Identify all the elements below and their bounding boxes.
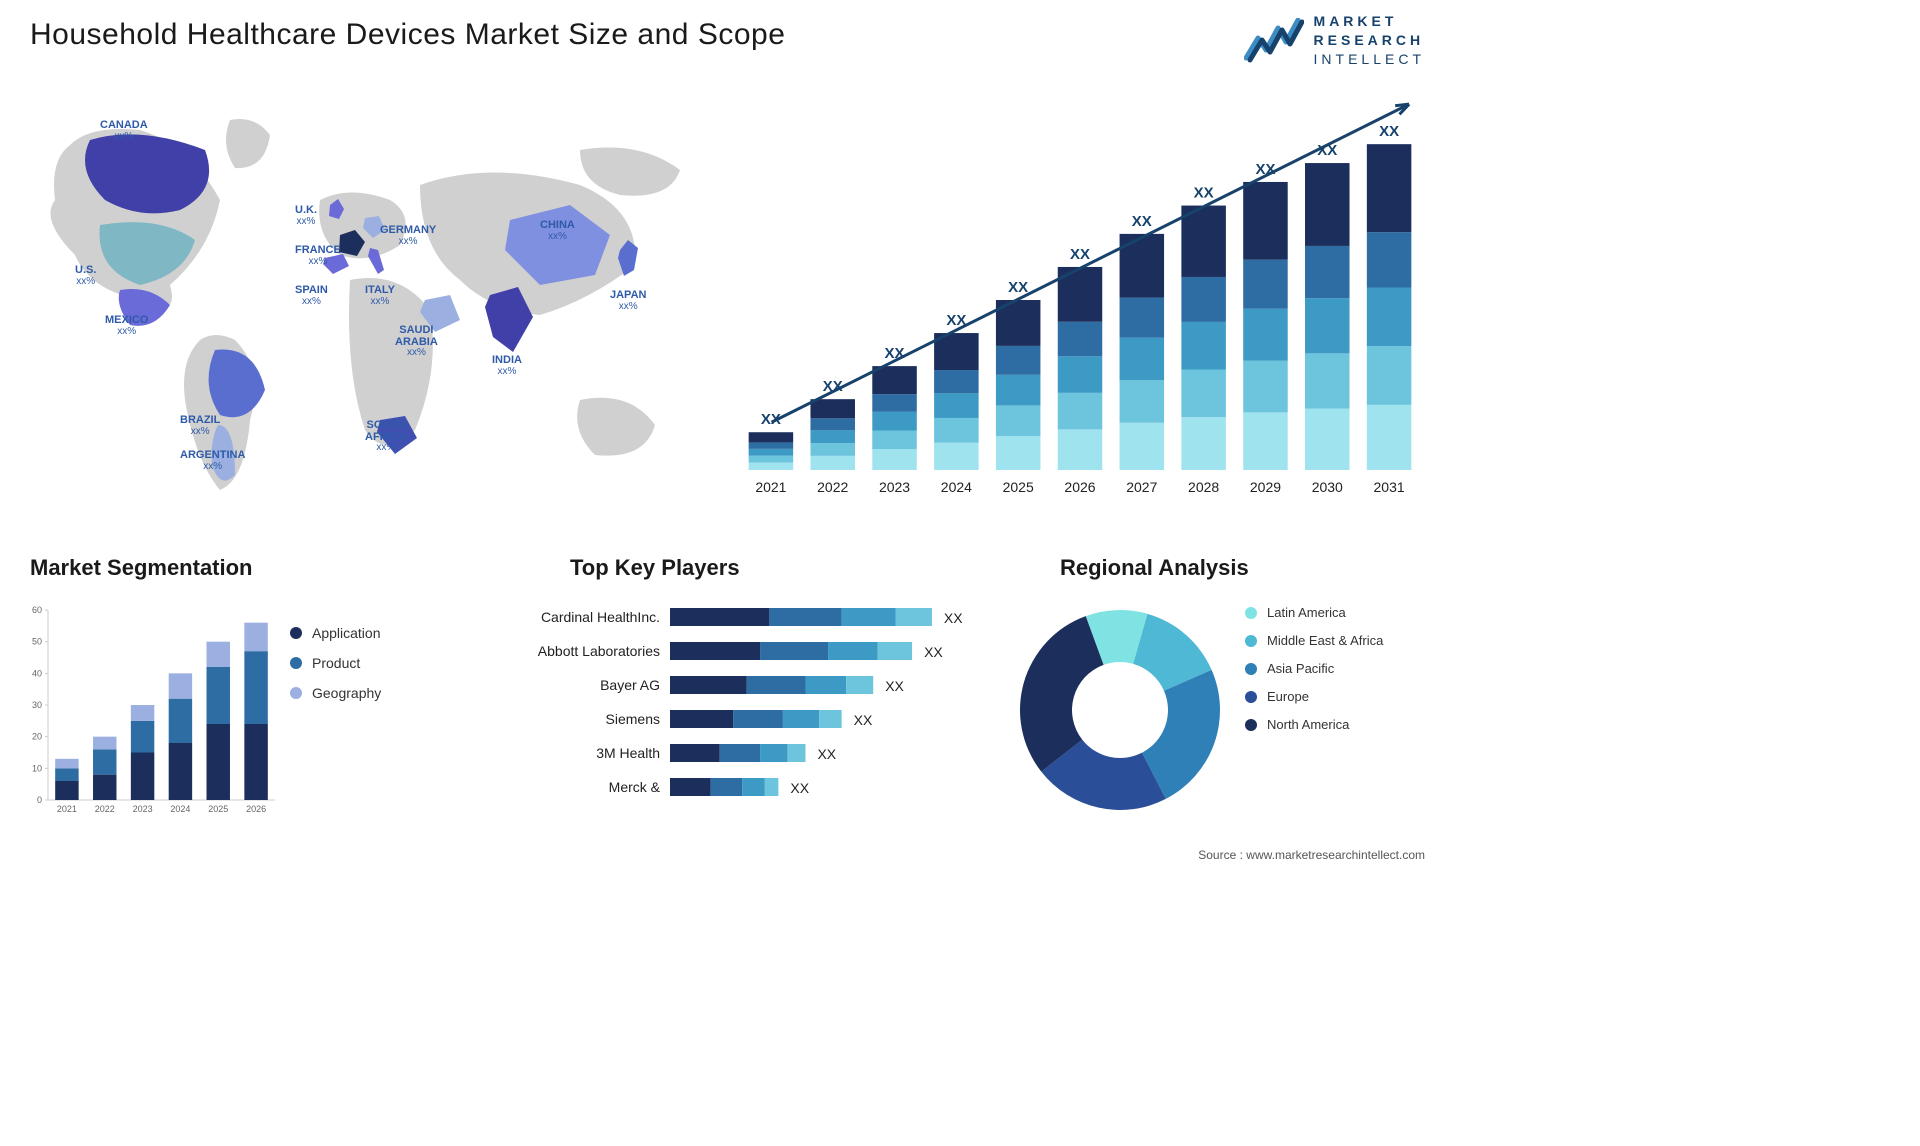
svg-text:2025: 2025 [1003,479,1034,495]
map-label: MEXICOxx% [105,315,148,337]
svg-text:2025: 2025 [208,804,228,814]
svg-text:2022: 2022 [95,804,115,814]
key-players-chart: Cardinal HealthInc. XX Abbott Laboratories… [515,600,995,825]
svg-text:2031: 2031 [1374,479,1405,495]
regional-title: Regional Analysis [1060,555,1249,581]
svg-text:XX: XX [924,644,943,660]
legend-item: Europe [1245,689,1383,704]
svg-text:2023: 2023 [879,479,910,495]
svg-text:2024: 2024 [170,804,190,814]
logo-icon [1244,18,1304,63]
logo-line1: MARKET [1314,13,1398,29]
svg-text:XX: XX [944,610,963,626]
map-label: SAUDIARABIAxx% [395,325,438,359]
svg-text:2030: 2030 [1312,479,1343,495]
legend-item: Application [290,625,381,641]
svg-text:XX: XX [1008,279,1028,296]
segmentation-title: Market Segmentation [30,555,253,581]
svg-text:Cardinal HealthInc.: Cardinal HealthInc. [541,609,660,625]
legend-item: North America [1245,717,1383,732]
svg-text:XX: XX [790,780,809,796]
svg-text:2026: 2026 [246,804,266,814]
map-label: CANADAxx% [100,120,148,142]
segmentation-legend: Application Product Geography [290,625,381,715]
svg-text:2022: 2022 [817,479,848,495]
svg-text:40: 40 [32,668,42,678]
logo-line2: RESEARCH [1314,32,1425,48]
legend-item: Geography [290,685,381,701]
svg-text:2024: 2024 [941,479,972,495]
logo-line3: INTELLECT [1314,51,1425,67]
svg-text:Merck &: Merck & [609,779,661,795]
map-label: SPAINxx% [295,285,328,307]
brand-logo: MARKET RESEARCH INTELLECT [1244,12,1425,69]
map-label: ARGENTINAxx% [180,450,245,472]
svg-text:20: 20 [32,732,42,742]
svg-text:3M Health: 3M Health [596,745,660,761]
svg-text:50: 50 [32,637,42,647]
svg-text:2023: 2023 [133,804,153,814]
svg-text:XX: XX [1132,213,1152,230]
svg-text:XX: XX [817,746,836,762]
world-map-region: CANADAxx% U.S.xx% MEXICOxx% BRAZILxx% ARGENT… [20,90,700,510]
svg-text:XX: XX [1070,246,1090,263]
legend-item: Product [290,655,381,671]
svg-text:2027: 2027 [1126,479,1157,495]
segmentation-chart: 0 10 20 30 40 50 60 2021 2022 2023 2024 2025 2026 [20,600,280,820]
key-players-title: Top Key Players [570,555,740,581]
map-label: U.S.xx% [75,265,96,287]
map-label: INDIAxx% [492,355,522,377]
map-label: GERMANYxx% [380,225,436,247]
legend-item: Middle East & Africa [1245,633,1383,648]
svg-text:2021: 2021 [755,479,786,495]
svg-text:2029: 2029 [1250,479,1281,495]
svg-text:XX: XX [1194,185,1214,202]
legend-item: Latin America [1245,605,1383,620]
map-label: BRAZILxx% [180,415,220,437]
main-forecast-chart: XX2021XX2022XX2023XX2024XX2025XX2026XX20… [740,100,1420,500]
regional-donut [1010,600,1230,820]
legend-item: Asia Pacific [1245,661,1383,676]
map-label: CHINAxx% [540,220,575,242]
svg-text:30: 30 [32,700,42,710]
svg-text:60: 60 [32,605,42,615]
map-label: JAPANxx% [610,290,646,312]
map-label: FRANCExx% [295,245,341,267]
map-label: SOUTHAFRICAxx% [365,420,407,454]
svg-text:2028: 2028 [1188,479,1219,495]
svg-text:Bayer AG: Bayer AG [600,677,660,693]
page-title: Household Healthcare Devices Market Size… [30,18,785,52]
source-text: Source : www.marketresearchintellect.com [1198,848,1425,862]
regional-legend: Latin America Middle East & Africa Asia Pa… [1245,605,1383,745]
svg-text:XX: XX [1379,123,1399,140]
svg-text:2021: 2021 [57,804,77,814]
svg-text:XX: XX [854,712,873,728]
map-label: ITALYxx% [365,285,395,307]
svg-text:XX: XX [885,678,904,694]
svg-text:Siemens: Siemens [606,711,660,727]
world-map-svg [20,90,700,510]
svg-text:Abbott Laboratories: Abbott Laboratories [538,643,660,659]
svg-text:2026: 2026 [1064,479,1095,495]
svg-text:0: 0 [37,795,42,805]
svg-text:10: 10 [32,763,42,773]
map-label: U.K.xx% [295,205,317,227]
